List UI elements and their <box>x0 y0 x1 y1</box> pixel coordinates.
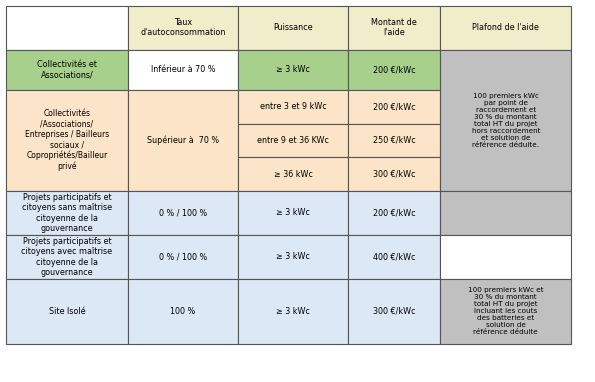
Bar <box>348 90 440 123</box>
Bar <box>440 50 571 191</box>
Bar <box>238 157 348 191</box>
Bar <box>348 157 440 191</box>
Bar <box>6 191 128 235</box>
Bar <box>348 191 440 235</box>
Text: 250 €/kWc: 250 €/kWc <box>373 136 415 145</box>
Text: entre 3 et 9 kWc: entre 3 et 9 kWc <box>259 102 327 111</box>
Text: Taux
d'autoconsommation: Taux d'autoconsommation <box>140 18 226 37</box>
Bar <box>348 235 440 279</box>
Bar <box>348 50 440 90</box>
Bar <box>238 235 348 279</box>
Bar <box>128 191 238 235</box>
Bar <box>440 279 571 344</box>
Text: 0 % / 100 %: 0 % / 100 % <box>159 209 207 217</box>
Bar <box>348 123 440 157</box>
Text: 300 €/kWc: 300 €/kWc <box>373 170 415 179</box>
Text: 300 €/kWc: 300 €/kWc <box>373 307 415 316</box>
Text: Collectivités et
Associations/: Collectivités et Associations/ <box>37 60 97 79</box>
Bar <box>348 279 440 344</box>
Text: Inférieur à 70 %: Inférieur à 70 % <box>151 65 215 74</box>
Text: ≥ 3 kWc: ≥ 3 kWc <box>276 209 310 217</box>
Bar <box>6 6 128 50</box>
Bar <box>128 235 238 279</box>
Text: Collectivités
/Associations/
Entreprises / Bailleurs
sociaux /
Copropriétés/Bail: Collectivités /Associations/ Entreprises… <box>25 109 109 172</box>
Bar <box>128 90 238 191</box>
Bar <box>238 50 348 90</box>
Bar <box>238 123 348 157</box>
Text: ≥ 3 kWc: ≥ 3 kWc <box>276 307 310 316</box>
Bar <box>128 279 238 344</box>
Text: 200 €/kWc: 200 €/kWc <box>373 209 415 217</box>
Bar <box>440 6 571 50</box>
Bar <box>238 90 348 123</box>
Text: entre 9 et 36 KWc: entre 9 et 36 KWc <box>257 136 329 145</box>
Bar <box>440 235 571 279</box>
Text: 100 premiers kWc
par point de
raccordement et
30 % du montant
total HT du projet: 100 premiers kWc par point de raccordeme… <box>471 93 540 148</box>
Bar <box>238 191 348 235</box>
Text: Site Isolé: Site Isolé <box>49 307 85 316</box>
Text: ≥ 3 kWc: ≥ 3 kWc <box>276 253 310 261</box>
Bar <box>348 6 440 50</box>
Text: Projets participatifs et
citoyens avec maîtrise
citoyenne de la
gouvernance: Projets participatifs et citoyens avec m… <box>21 237 112 277</box>
Bar <box>6 235 128 279</box>
Bar <box>238 279 348 344</box>
Text: 200 €/kWc: 200 €/kWc <box>373 102 415 111</box>
Text: ≥ 3 kWc: ≥ 3 kWc <box>276 65 310 74</box>
Bar <box>440 191 571 235</box>
Text: Puissance: Puissance <box>273 23 313 32</box>
Bar <box>6 90 128 191</box>
Text: 100 premiers kWc et
30 % du montant
total HT du projet
incluant les couts
des ba: 100 premiers kWc et 30 % du montant tota… <box>468 287 544 335</box>
Text: Projets participatifs et
citoyens sans maîtrise
citoyenne de la
gouvernance: Projets participatifs et citoyens sans m… <box>22 193 112 233</box>
Text: 400 €/kWc: 400 €/kWc <box>373 253 415 261</box>
Bar <box>6 50 128 90</box>
Bar <box>128 50 238 90</box>
Text: ≥ 36 kWc: ≥ 36 kWc <box>274 170 312 179</box>
Bar <box>238 6 348 50</box>
Text: 0 % / 100 %: 0 % / 100 % <box>159 253 207 261</box>
Text: 100 %: 100 % <box>170 307 196 316</box>
Text: Plafond de l'aide: Plafond de l'aide <box>472 23 539 32</box>
Text: 200 €/kWc: 200 €/kWc <box>373 65 415 74</box>
Text: Supérieur à  70 %: Supérieur à 70 % <box>147 136 219 145</box>
Bar <box>128 6 238 50</box>
Text: Montant de
l'aide: Montant de l'aide <box>371 18 417 37</box>
Bar <box>6 279 128 344</box>
